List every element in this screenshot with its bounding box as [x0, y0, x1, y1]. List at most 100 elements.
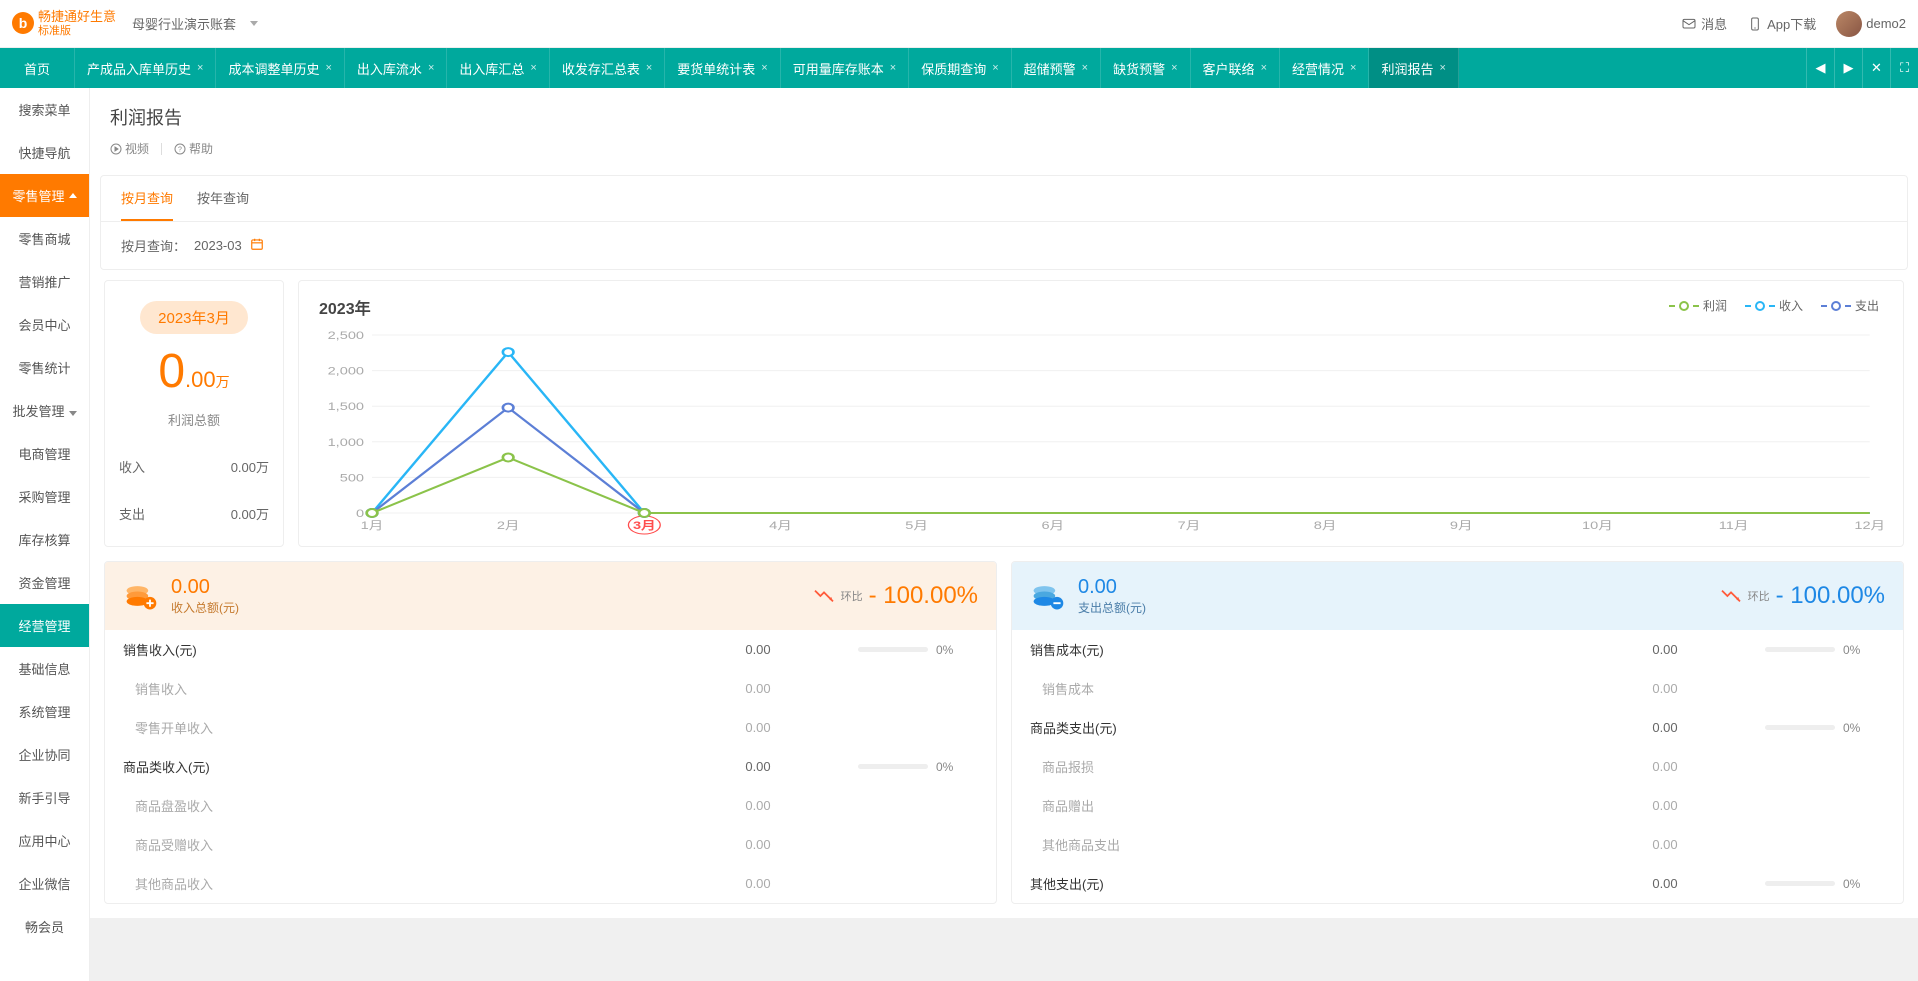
summary-expense-row: 支出0.00万: [119, 504, 269, 523]
income-hb-value: - 100.00%: [869, 582, 978, 610]
main-content: 利润报告 视频 ? 帮助 按月查询 按年查询: [90, 88, 1918, 981]
coins-minus-icon: [1030, 578, 1066, 614]
sidebar-item-6[interactable]: 零售统计: [0, 346, 89, 389]
app-download-link[interactable]: App下载: [1747, 14, 1816, 33]
expense-total-label: 支出总额(元): [1078, 599, 1146, 616]
tab-4[interactable]: 出入库汇总×: [447, 48, 549, 88]
tab-1[interactable]: 产成品入库单历史×: [75, 48, 216, 88]
tab-6[interactable]: 要货单统计表×: [665, 48, 780, 88]
sidebar-item-1[interactable]: 快捷导航: [0, 131, 89, 174]
tab-close-icon[interactable]: ×: [1439, 62, 1445, 74]
income-total-label: 收入总额(元): [171, 599, 239, 616]
divider: [161, 143, 162, 155]
tab-close-icon[interactable]: ×: [761, 62, 767, 74]
detail-row: 其他商品收入0.00: [105, 864, 996, 903]
svg-text:1,500: 1,500: [328, 400, 364, 413]
tabs-fullscreen[interactable]: ⛶: [1890, 48, 1918, 88]
sidebar-item-0[interactable]: 搜索菜单: [0, 88, 89, 131]
tab-close-icon[interactable]: ×: [530, 62, 536, 74]
sidebar-item-8[interactable]: 电商管理: [0, 432, 89, 475]
sidebar-item-14[interactable]: 系统管理: [0, 690, 89, 733]
line-chart: 05001,0001,5002,0002,5001月2月3月4月5月6月7月8月…: [319, 325, 1883, 535]
summary-income-row: 收入0.00万: [119, 457, 269, 476]
profit-total-label: 利润总额: [119, 410, 269, 429]
trend-down-icon: [813, 587, 835, 605]
tab-close-icon[interactable]: ×: [428, 62, 434, 74]
tab-close-icon[interactable]: ×: [1261, 62, 1267, 74]
tabs-close-all[interactable]: ✕: [1862, 48, 1890, 88]
detail-row: 商品报损0.00: [1012, 747, 1903, 786]
detail-row: 商品类收入(元)0.000%: [105, 747, 996, 786]
account-selector[interactable]: 母婴行业演示账套: [132, 14, 258, 33]
sidebar-item-7[interactable]: 批发管理: [0, 389, 89, 432]
sidebar-item-16[interactable]: 新手引导: [0, 776, 89, 819]
svg-text:10月: 10月: [1582, 519, 1613, 532]
tab-10[interactable]: 缺货预警×: [1101, 48, 1190, 88]
tabs-scroll-right[interactable]: ▶: [1834, 48, 1862, 88]
svg-text:0: 0: [356, 507, 364, 520]
tab-close-icon[interactable]: ×: [197, 62, 203, 74]
sidebar-item-9[interactable]: 采购管理: [0, 475, 89, 518]
sidebar-item-5[interactable]: 会员中心: [0, 303, 89, 346]
filter-row: 按月查询： 2023-03: [101, 222, 1907, 269]
page-header: 利润报告 视频 ? 帮助: [90, 88, 1918, 165]
sidebar-item-11[interactable]: 资金管理: [0, 561, 89, 604]
filter-value[interactable]: 2023-03: [194, 238, 242, 253]
sidebar-item-10[interactable]: 库存核算: [0, 518, 89, 561]
sidebar-item-18[interactable]: 企业微信: [0, 862, 89, 905]
user-menu[interactable]: demo2: [1836, 11, 1906, 37]
svg-text:?: ?: [178, 146, 182, 153]
chart-title: 2023年: [319, 295, 1883, 319]
detail-row: 其他商品支出0.00: [1012, 825, 1903, 864]
tab-close-icon[interactable]: ×: [1082, 62, 1088, 74]
detail-row: 销售收入(元)0.000%: [105, 630, 996, 669]
tab-9[interactable]: 超储预警×: [1012, 48, 1101, 88]
svg-text:500: 500: [340, 471, 364, 484]
logo-sub: 标准版: [38, 25, 116, 37]
svg-text:11月: 11月: [1719, 519, 1749, 532]
video-link[interactable]: 视频: [110, 140, 149, 157]
svg-text:9月: 9月: [1450, 519, 1473, 532]
chevron-up-icon: [69, 193, 77, 198]
logo[interactable]: b 畅捷通好生意 标准版: [12, 10, 116, 36]
legend-item: 利润: [1669, 297, 1727, 314]
tabs-scroll-left[interactable]: ◀: [1806, 48, 1834, 88]
tab-close-icon[interactable]: ×: [1171, 62, 1177, 74]
tab-0[interactable]: 首页: [0, 48, 75, 88]
tab-close-icon[interactable]: ×: [325, 62, 331, 74]
tab-11[interactable]: 客户联络×: [1191, 48, 1280, 88]
detail-row: 商品赠出0.00: [1012, 786, 1903, 825]
calendar-icon[interactable]: [250, 237, 264, 254]
sidebar-item-3[interactable]: 零售商城: [0, 217, 89, 260]
tab-close-icon[interactable]: ×: [1350, 62, 1356, 74]
tab-3[interactable]: 出入库流水×: [345, 48, 447, 88]
sub-tab-month[interactable]: 按月查询: [121, 176, 173, 221]
sidebar-item-19[interactable]: 畅会员: [0, 905, 89, 948]
svg-text:1月: 1月: [361, 519, 384, 532]
tab-5[interactable]: 收发存汇总表×: [550, 48, 665, 88]
detail-row: 商品类支出(元)0.000%: [1012, 708, 1903, 747]
sidebar-item-4[interactable]: 营销推广: [0, 260, 89, 303]
sidebar-item-2[interactable]: 零售管理: [0, 174, 89, 217]
tab-13[interactable]: 利润报告×: [1369, 48, 1458, 88]
tab-close-icon[interactable]: ×: [890, 62, 896, 74]
tab-close-icon[interactable]: ×: [992, 62, 998, 74]
avatar: [1836, 11, 1862, 37]
tab-8[interactable]: 保质期查询×: [909, 48, 1011, 88]
help-link[interactable]: ? 帮助: [174, 140, 213, 157]
tab-close-icon[interactable]: ×: [646, 62, 652, 74]
messages-link[interactable]: 消息: [1681, 14, 1727, 33]
sidebar-item-15[interactable]: 企业协同: [0, 733, 89, 776]
tab-2[interactable]: 成本调整单历史×: [216, 48, 344, 88]
tab-12[interactable]: 经营情况×: [1280, 48, 1369, 88]
tab-7[interactable]: 可用量库存账本×: [781, 48, 909, 88]
sidebar-item-12[interactable]: 经营管理: [0, 604, 89, 647]
page-title: 利润报告: [110, 104, 1898, 130]
svg-text:12月: 12月: [1854, 519, 1883, 532]
income-hb-label: 环比: [841, 588, 863, 604]
expense-panel: 0.00 支出总额(元) 环比 - 100.00% 销售成本(元)0: [1011, 561, 1904, 904]
message-icon: [1681, 16, 1697, 32]
sub-tab-year[interactable]: 按年查询: [197, 176, 249, 221]
sidebar-item-13[interactable]: 基础信息: [0, 647, 89, 690]
sidebar-item-17[interactable]: 应用中心: [0, 819, 89, 862]
